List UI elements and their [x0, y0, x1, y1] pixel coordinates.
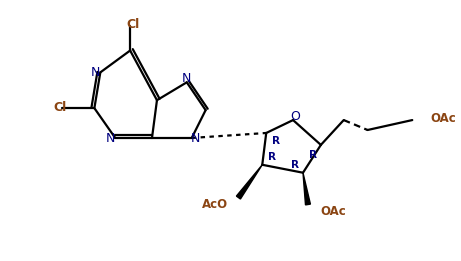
Text: OAc: OAc [430, 112, 456, 124]
Text: N: N [191, 132, 201, 145]
Polygon shape [303, 173, 310, 205]
Text: O: O [290, 110, 300, 123]
Text: Cl: Cl [53, 101, 66, 114]
Text: R: R [309, 150, 317, 160]
Text: N: N [91, 66, 100, 79]
Text: AcO: AcO [202, 198, 229, 211]
Text: N: N [106, 132, 115, 145]
Text: N: N [182, 72, 191, 85]
Polygon shape [236, 165, 262, 199]
Text: Cl: Cl [126, 18, 140, 31]
Text: R: R [291, 160, 299, 170]
Text: OAc: OAc [320, 205, 346, 218]
Text: R: R [272, 136, 280, 146]
Text: R: R [268, 152, 276, 162]
